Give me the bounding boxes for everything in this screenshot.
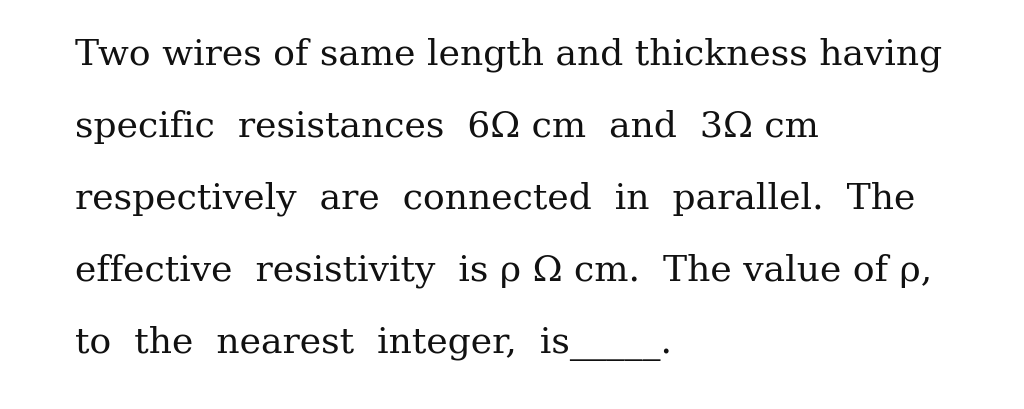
Text: effective  resistivity  is ρ Ω cm.  The value of ρ,: effective resistivity is ρ Ω cm. The val…: [75, 254, 932, 288]
Text: specific  resistances  6Ω cm  and  3Ω cm: specific resistances 6Ω cm and 3Ω cm: [75, 110, 819, 144]
Text: respectively  are  connected  in  parallel.  The: respectively are connected in parallel. …: [75, 182, 915, 216]
Text: to  the  nearest  integer,  is_____.: to the nearest integer, is_____.: [75, 325, 672, 360]
Text: Two wires of same length and thickness having: Two wires of same length and thickness h…: [75, 38, 942, 72]
